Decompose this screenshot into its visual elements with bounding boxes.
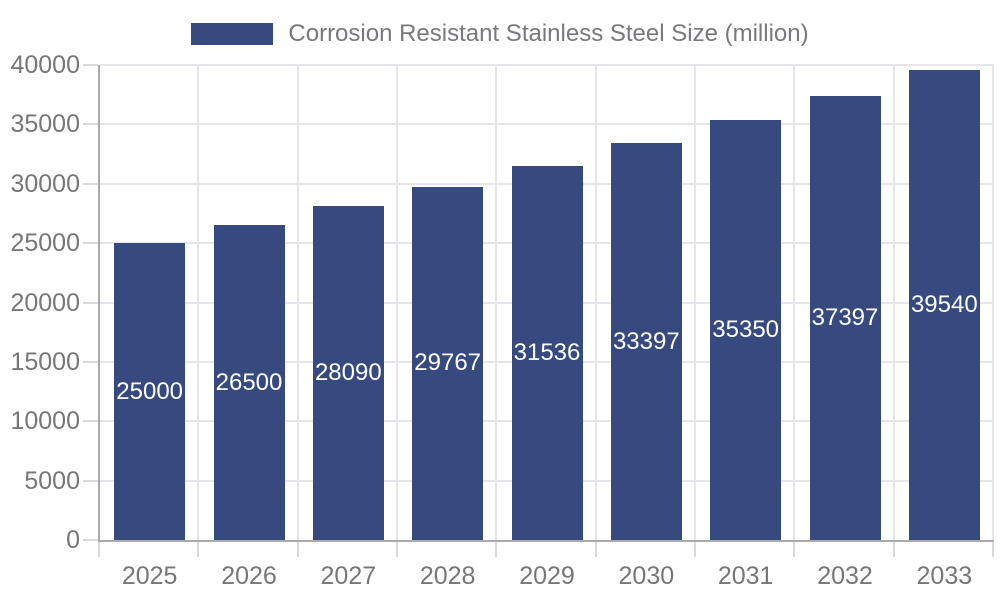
x-tick-label: 2027 [320, 562, 377, 590]
bar-value-label: 31536 [513, 338, 581, 366]
bar-2033[interactable]: 39540 [908, 70, 980, 540]
bar-2030[interactable]: 33397 [610, 143, 682, 540]
bar-value-label: 28090 [314, 359, 382, 387]
x-tick-label: 2033 [916, 562, 973, 590]
vertical-gridline [296, 65, 299, 540]
y-axis-tick [83, 182, 98, 185]
bar-2027[interactable]: 28090 [312, 206, 384, 540]
x-tick-label: 2028 [419, 562, 476, 590]
x-axis-tick [594, 542, 597, 557]
bar-2028[interactable]: 29767 [412, 186, 484, 540]
bar-value-label: 33397 [612, 327, 680, 355]
vertical-gridline [594, 65, 597, 540]
bar-2026[interactable]: 26500 [213, 225, 285, 540]
x-tick-label: 2025 [121, 562, 178, 590]
vertical-gridline [197, 65, 200, 540]
vertical-gridline [992, 65, 994, 540]
bar-2031[interactable]: 35350 [710, 120, 782, 540]
vertical-gridline [793, 65, 796, 540]
horizontal-gridline [100, 64, 994, 66]
y-axis-tick [83, 420, 98, 423]
bar-2032[interactable]: 37397 [809, 95, 881, 540]
y-tick-label: 15000 [10, 347, 80, 376]
horizontal-gridline [100, 123, 994, 126]
x-tick-label: 2030 [618, 562, 675, 590]
vertical-gridline [495, 65, 498, 540]
y-tick-label: 30000 [10, 169, 80, 198]
bar-2029[interactable]: 31536 [511, 165, 583, 540]
y-axis-tick [83, 479, 98, 482]
x-axis-tick [296, 542, 299, 557]
bar-2025[interactable]: 25000 [114, 243, 186, 540]
x-axis-tick [98, 542, 100, 557]
legend-swatch [191, 23, 274, 45]
y-tick-label: 40000 [10, 51, 80, 79]
vertical-gridline [694, 65, 696, 540]
legend-label: Corrosion Resistant Stainless Steel Size… [288, 20, 809, 47]
y-axis-tick [83, 360, 98, 363]
y-tick-label: 35000 [10, 110, 80, 139]
bar-value-label: 26500 [215, 368, 283, 396]
y-tick-label: 5000 [24, 466, 80, 495]
x-axis-line [98, 540, 994, 542]
y-tick-label: 0 [66, 526, 80, 554]
x-axis-tick [197, 542, 200, 557]
y-axis-tick [83, 123, 98, 126]
bar-value-label: 25000 [116, 377, 184, 405]
plot-area: 25000 26500 28090 29767 31536 33397 35350 37397… [83, 64, 994, 557]
x-tick-label: 2032 [817, 562, 873, 590]
x-axis-tick [793, 542, 796, 557]
vertical-gridline [892, 65, 895, 540]
y-tick-label: 25000 [10, 229, 80, 258]
bar-value-label: 29767 [414, 349, 482, 377]
x-axis-tick [892, 542, 895, 557]
bar-value-label: 35350 [712, 316, 780, 344]
bar-value-label: 37397 [811, 303, 879, 331]
x-tick-label: 2026 [221, 562, 277, 590]
vertical-gridline [396, 65, 398, 540]
y-axis-tick [83, 64, 98, 66]
y-tick-label: 20000 [10, 288, 80, 317]
bar-value-label: 39540 [910, 291, 978, 319]
y-axis-tick [83, 539, 98, 541]
y-axis-line [98, 65, 100, 540]
y-tick-label: 10000 [10, 407, 80, 436]
x-axis-tick [495, 542, 498, 557]
x-axis-tick [694, 542, 696, 557]
x-axis-tick [396, 542, 398, 557]
x-axis-tick [992, 542, 994, 557]
y-axis-tick [83, 242, 98, 245]
x-tick-label: 2029 [519, 562, 575, 590]
x-tick-label: 2031 [717, 562, 774, 590]
legend-item[interactable]: Corrosion Resistant Stainless Steel Size… [0, 21, 1000, 47]
y-axis-tick [83, 301, 98, 304]
